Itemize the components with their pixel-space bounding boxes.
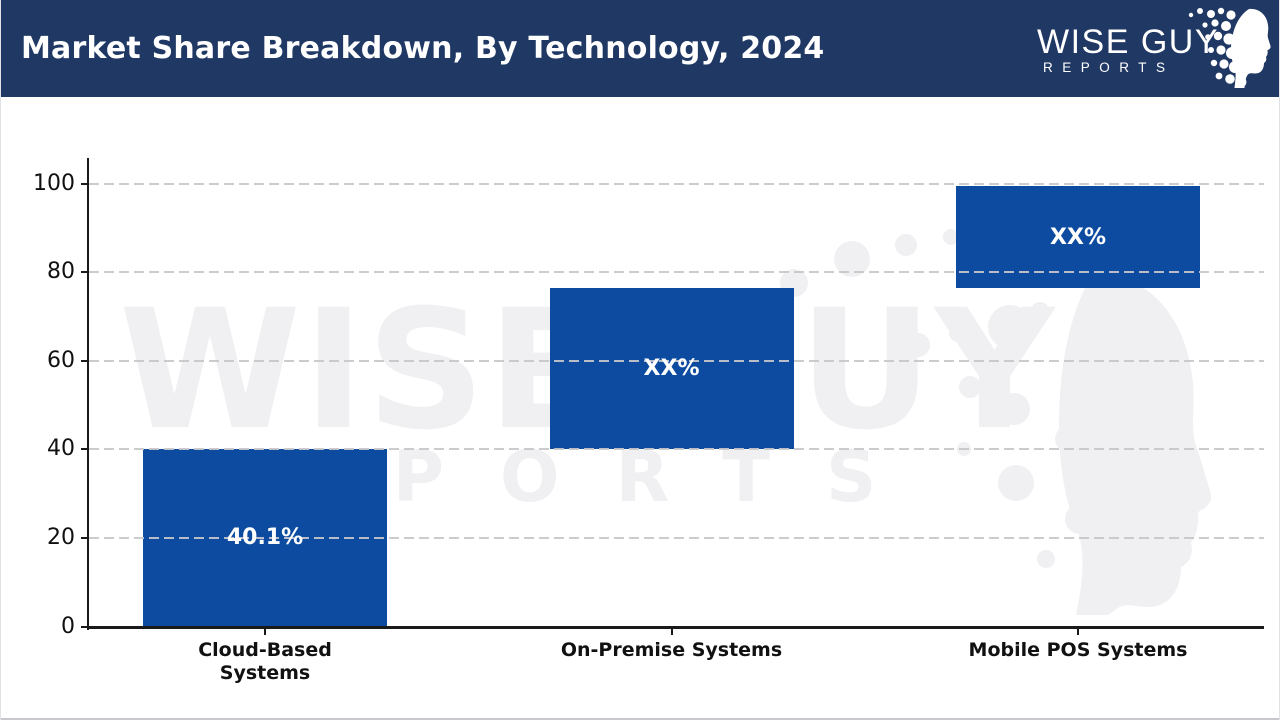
x-category-label: On-Premise Systems — [560, 639, 783, 661]
bottom-border — [1, 718, 1279, 720]
y-tick-label: 100 — [33, 170, 75, 196]
bar-value-label: XX% — [643, 356, 700, 382]
y-tick-label: 40 — [47, 436, 75, 462]
watermark-face-icon — [780, 229, 1212, 615]
y-tick-mark — [81, 536, 89, 539]
gridline-y-100 — [89, 182, 1264, 185]
x-tick-mark — [1077, 628, 1079, 635]
y-tick-mark — [81, 182, 89, 185]
y-tick-label: 0 — [61, 613, 75, 639]
x-tick-mark — [670, 628, 673, 635]
x-axis-line — [87, 626, 1264, 629]
y-tick-label: 80 — [47, 259, 75, 285]
x-tick-mark — [264, 628, 266, 635]
gridline-y-20 — [89, 536, 1264, 539]
bar-value-label: 40.1% — [226, 525, 304, 551]
logo-tagline: REPORTS — [1043, 60, 1175, 75]
gridline-y-40 — [89, 448, 1264, 451]
logo-wordmark: WISE GUY — [1037, 23, 1219, 61]
logo-face-icon — [1231, 8, 1271, 88]
page-title: Market Share Breakdown, By Technology, 2… — [21, 31, 825, 66]
y-tick-mark — [81, 271, 89, 274]
wise-guy-reports-logo: WISE GUY REPORTS — [1037, 7, 1271, 88]
y-tick-mark — [81, 359, 89, 362]
gridline-y-80 — [89, 271, 1264, 274]
bar-segment-3 — [956, 185, 1200, 289]
y-axis-line — [87, 158, 89, 630]
y-tick-label: 20 — [47, 524, 75, 550]
gridline-y-60 — [89, 359, 1264, 362]
header-banner: Market Share Breakdown, By Technology, 2… — [1, 0, 1279, 97]
bar-segment-2 — [549, 288, 794, 450]
y-tick-label: 60 — [47, 347, 75, 373]
bar-value-label: XX% — [1050, 224, 1106, 250]
x-category-label: Mobile POS Systems — [968, 639, 1188, 661]
x-category-label: Cloud-Based Systems — [198, 639, 332, 684]
y-tick-mark — [81, 448, 89, 451]
y-tick-mark — [81, 625, 89, 628]
